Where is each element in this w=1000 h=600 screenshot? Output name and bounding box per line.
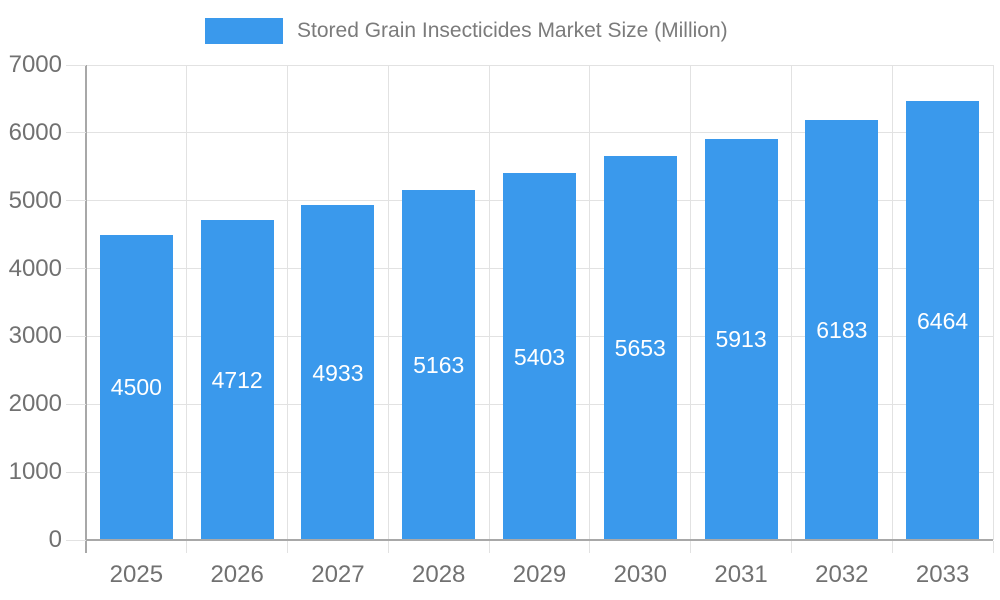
x-gridline — [186, 65, 188, 540]
bar-2026[interactable]: 4712 — [200, 220, 274, 540]
y-tick — [66, 268, 86, 270]
bar-value-label: 4500 — [110, 374, 162, 401]
x-tick — [287, 541, 289, 553]
bar-value-label: 5403 — [513, 343, 566, 370]
y-gridline — [86, 64, 993, 66]
x-tick-label: 2027 — [311, 561, 365, 588]
bar-value-label: 5653 — [614, 335, 666, 362]
y-tick — [66, 64, 86, 66]
x-gridline — [891, 65, 893, 540]
x-tick-label: 2028 — [412, 561, 466, 588]
x-gridline — [488, 65, 490, 540]
x-tick-label: 2033 — [915, 561, 970, 588]
bar-2033[interactable]: 6464 — [906, 101, 980, 540]
y-tick — [66, 403, 86, 405]
y-tick-label: 2000 — [8, 390, 62, 418]
legend[interactable]: Stored Grain Insecticides Market Size (M… — [205, 18, 728, 44]
bar-value-label: 6183 — [816, 317, 868, 344]
x-tick-label: 2029 — [512, 561, 567, 588]
x-gridline — [790, 65, 792, 540]
bar-2029[interactable]: 5403 — [503, 173, 576, 540]
x-tick-label: 2026 — [210, 561, 264, 588]
x-gridline — [690, 65, 692, 540]
x-axis-line — [86, 539, 993, 541]
y-tick — [66, 200, 86, 202]
x-tick-label: 2031 — [714, 561, 768, 588]
y-tick-label: 3000 — [8, 322, 62, 350]
y-axis-line — [85, 65, 87, 553]
bar-2030[interactable]: 5653 — [603, 156, 677, 540]
x-gridline — [589, 65, 591, 540]
x-tick — [992, 541, 994, 553]
y-tick — [66, 539, 86, 541]
bar-2027[interactable]: 4933 — [301, 205, 375, 540]
bar-value-label: 4712 — [211, 367, 263, 394]
x-tick — [891, 541, 893, 553]
bar-2031[interactable]: 5913 — [704, 138, 778, 540]
x-tick-label: 2032 — [815, 561, 869, 588]
y-tick-label: 7000 — [8, 51, 62, 78]
legend-label[interactable]: Stored Grain Insecticides Market Size (M… — [297, 19, 728, 42]
bar-2032[interactable]: 6183 — [805, 120, 879, 540]
y-tick — [66, 471, 86, 473]
y-tick-label: 1000 — [8, 458, 62, 486]
bar-value-label: 5163 — [413, 351, 465, 378]
bar-2028[interactable]: 5163 — [402, 189, 476, 540]
y-tick-label: 6000 — [8, 118, 62, 146]
x-tick — [488, 541, 490, 553]
x-tick — [186, 541, 188, 553]
y-tick-label: 5000 — [8, 186, 62, 214]
x-tick — [589, 541, 591, 553]
bar-value-label: 4933 — [312, 359, 364, 386]
y-gridline — [86, 132, 993, 134]
x-tick — [387, 541, 389, 553]
x-tick — [690, 541, 692, 553]
plot-area: 4500 4712 4933 5163 5403 5653 5913 6183 6464 — [86, 64, 994, 540]
x-tick — [790, 541, 792, 553]
x-tick-label: 2025 — [109, 561, 164, 588]
y-tick — [66, 132, 86, 134]
x-gridline — [287, 65, 289, 540]
y-tick-label: 0 — [48, 526, 62, 553]
bar-value-label: 5913 — [715, 326, 767, 353]
bar-2025[interactable]: 4500 — [99, 234, 173, 540]
x-gridline — [387, 65, 389, 540]
y-tick-label: 4000 — [8, 254, 62, 282]
x-tick-label: 2030 — [613, 561, 667, 588]
y-tick — [66, 335, 86, 337]
bar-value-label: 6464 — [917, 307, 969, 334]
x-gridline — [992, 65, 994, 540]
legend-swatch-icon[interactable] — [205, 18, 283, 44]
